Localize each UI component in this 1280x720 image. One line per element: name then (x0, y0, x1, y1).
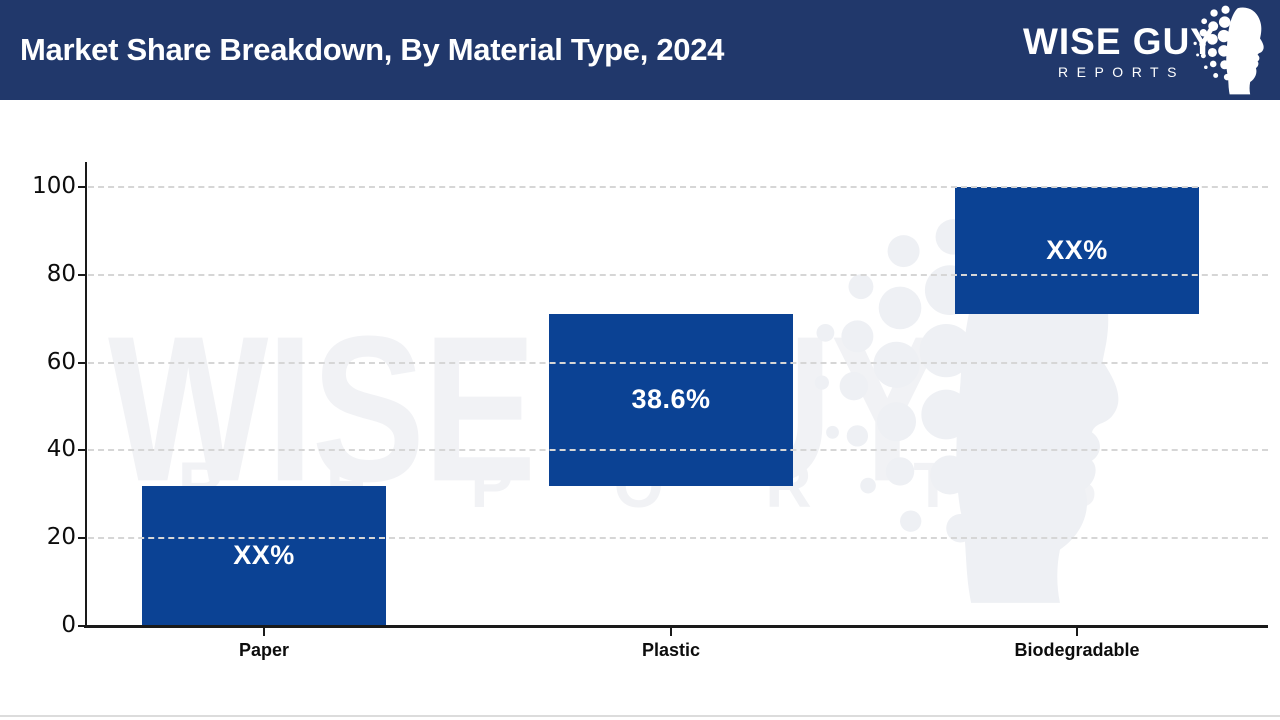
y-tick-40 (78, 449, 86, 452)
x-category-label: Paper (238, 640, 290, 660)
y-tick-label-40: 40 (46, 436, 76, 463)
y-tick-20 (78, 537, 86, 540)
gridline-60 (88, 361, 1268, 364)
gridline-80 (88, 273, 1268, 276)
logo-head-icon (1193, 5, 1264, 95)
y-tick-label-100: 100 (32, 173, 76, 199)
brand-logo: WISE GUY REPORTS (1023, 0, 1268, 100)
y-tick-label-0: 0 (61, 612, 76, 638)
gridline-20 (88, 537, 1268, 540)
y-axis-line (85, 162, 87, 627)
bar-plastic: 38.6% (549, 314, 793, 486)
logo-wordmark-main: WISE GUY (1022, 20, 1216, 62)
page-title: Market Share Breakdown, By Material Type… (20, 32, 725, 67)
chart-area: WISE GUY R E P O R T S 020406080100XX%Pa… (0, 100, 1280, 716)
logo-wordmark: WISE GUY REPORTS (1023, 21, 1216, 80)
bar-value-label: XX% (233, 540, 295, 571)
bar-value-label: 38.6% (631, 384, 711, 415)
bar-value-label: XX% (1046, 235, 1108, 266)
y-tick-label-80: 80 (46, 260, 76, 287)
x-category-label: Biodegradable (1014, 640, 1140, 660)
x-tick-2 (1076, 628, 1078, 636)
gridline-100 (88, 186, 1268, 188)
y-tick-80 (78, 273, 86, 276)
x-category-label: Plastic (641, 640, 701, 660)
x-tick-0 (263, 628, 265, 636)
y-tick-label-60: 60 (46, 348, 76, 375)
x-tick-1 (670, 628, 672, 636)
gridline-40 (88, 449, 1268, 452)
y-tick-100 (78, 186, 86, 188)
header-bar: Market Share Breakdown, By Material Type… (0, 0, 1280, 100)
logo-wordmark-sub: REPORTS (1058, 63, 1185, 80)
y-tick-60 (78, 361, 86, 364)
bar-paper: XX% (142, 485, 386, 626)
bottom-divider (0, 715, 1280, 717)
y-tick-0 (78, 625, 86, 627)
bar-biodegradable: XX% (955, 187, 1199, 315)
x-axis-line (84, 625, 1268, 628)
y-tick-label-20: 20 (46, 524, 76, 551)
